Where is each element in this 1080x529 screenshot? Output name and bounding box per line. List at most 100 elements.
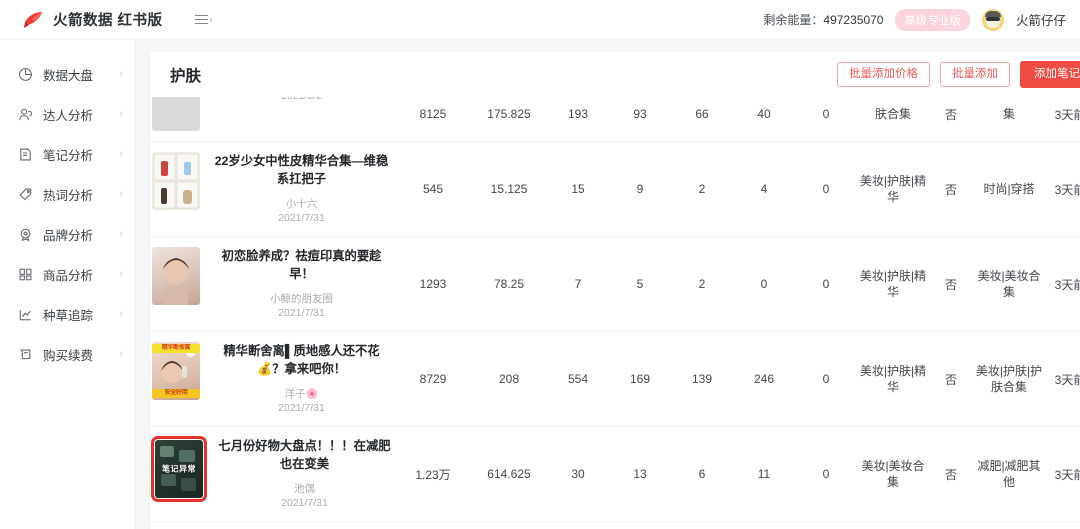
category-primary: 美妆|护肤|精华	[859, 268, 927, 300]
sidebar-item-label: 购买续费	[43, 348, 94, 363]
note-author: 洋子🌸	[284, 387, 319, 400]
sidebar-item-tracking[interactable]: 种草追踪 ›	[0, 294, 135, 334]
metric-7: 0	[822, 372, 830, 387]
metric-5: 66	[695, 107, 709, 121]
sidebar-item-dashboard[interactable]: 数据大盘 ›	[0, 54, 135, 94]
metric-7: 0	[795, 522, 857, 529]
note-thumbnail[interactable]: 笔记异常	[151, 436, 207, 503]
page-title: 护肤	[170, 67, 202, 85]
table-row[interactable]: 22岁少女中性皮精华合集—维稳系扛把子 小十六 2021/7/31 545 15…	[150, 142, 1080, 237]
sidebar-item-label: 笔记分析	[43, 148, 94, 163]
brand-seal-icon	[18, 227, 33, 242]
category-primary: 美妆|美妆合集	[861, 458, 925, 490]
metric-1: 1.23万	[415, 467, 451, 482]
chevron-right-icon: ›	[119, 187, 123, 200]
note-author: 小鲸的朋友圈	[270, 292, 333, 305]
table-row[interactable]: 快递拆箱 快递拆箱又来啦 有求必应版 少女总裁(决定减肥但是暂时不想动版) 20…	[150, 522, 1080, 529]
metric-2: 208	[498, 372, 520, 387]
sidebar-item-hot-words[interactable]: 热词分析 ›	[0, 174, 135, 214]
product-bar-icon	[18, 267, 33, 282]
sidebar-item-label: 品牌分析	[43, 228, 94, 243]
sidebar-item-product[interactable]: 商品分析 ›	[0, 254, 135, 294]
avatar[interactable]	[981, 8, 1004, 31]
flag-value: 否	[944, 182, 957, 197]
note-author: 池偶	[294, 482, 315, 495]
note-meta: 七月份好物大盘点！！！在减肥也在变美 池偶 2021/7/31	[216, 437, 393, 511]
note-cell[interactable]: 初恋脸养成？祛痘印真的要趁早！ 小鲸的朋友圈 2021/7/31	[150, 237, 395, 332]
table-row[interactable]: 初恋脸养成？祛痘印真的要趁早！ 小鲸的朋友圈 2021/7/31 1293 78…	[150, 237, 1080, 332]
category-secondary: 时尚|穿搭	[983, 181, 1035, 196]
category-secondary: 美妆|护肤|护肤合集	[975, 363, 1043, 395]
metric-5: 139	[691, 372, 713, 387]
chevron-right-icon: ›	[119, 147, 123, 160]
table-row[interactable]: 精华断舍离 安全好用 精华断舍离▌质地感人还不花💰？拿来吧你！ 洋子🌸 2021…	[150, 332, 1080, 427]
avatar-sunglasses-icon	[985, 16, 1000, 21]
note-thumbnail[interactable]	[152, 152, 200, 210]
metric-6: 246	[753, 372, 775, 387]
note-cell[interactable]: 养生变美 妮可兔几 2021/8/2	[150, 97, 395, 142]
sidebar-item-label: 数据大盘	[43, 68, 94, 83]
hamburger-collapse-icon[interactable]: ‹	[194, 15, 213, 25]
note-thumbnail[interactable]: 养生变美	[152, 97, 200, 131]
user-name[interactable]: 火箭仔仔	[1015, 14, 1066, 28]
sidebar-item-brand[interactable]: 品牌分析 ›	[0, 214, 135, 254]
metric-4: 9	[636, 182, 644, 197]
notes-table-scroll[interactable]: 养生变美 妮可兔几 2021/8/2 8125	[150, 97, 1080, 529]
metric-3: 30	[571, 467, 585, 482]
hot-word-tag-icon	[18, 187, 33, 202]
chevron-right-icon: ›	[119, 107, 123, 120]
category-primary: 美妆|护肤|精华	[859, 173, 927, 205]
note-title: 精华断舍离▌质地感人还不花💰？拿来吧你！	[223, 344, 380, 376]
metric-1: 8729	[419, 372, 447, 387]
top-bar: 火箭数据 红书版 ‹ 剩余能量：497235070 高级专业版 火箭仔仔	[0, 0, 1080, 40]
add-note-button[interactable]: 添加笔记	[1020, 60, 1080, 89]
header-actions: 批量添加价格 批量添加 添加笔记	[837, 60, 1080, 89]
metric-4: 275	[609, 522, 671, 529]
metric-1: 545	[422, 182, 444, 197]
energy-display: 剩余能量：497235070	[763, 11, 883, 28]
metric-4: 13	[633, 467, 647, 482]
metric-6: 122	[733, 522, 795, 529]
notes-card: 护肤 批量添加价格 批量添加 添加笔记	[150, 52, 1080, 529]
category-secondary: 减肥|减肥其他	[977, 458, 1041, 490]
sidebar-item-label: 达人分析	[43, 108, 94, 123]
note-date: 2021/7/31	[281, 497, 328, 510]
note-title: 七月份好物大盘点！！！在减肥也在变美	[218, 439, 391, 471]
metric-2: 262.875	[471, 522, 547, 529]
category-primary	[857, 522, 929, 529]
batch-add-price-button[interactable]: 批量添加价格	[837, 61, 930, 88]
batch-add-button[interactable]: 批量添加	[940, 61, 1010, 88]
influencer-people-icon	[18, 107, 33, 122]
note-thumbnail[interactable]	[152, 247, 200, 306]
rocket-icon	[22, 10, 44, 30]
sidebar: 数据大盘 › 达人分析 › 笔记分析 ›	[0, 40, 136, 529]
table-row[interactable]: 养生变美 妮可兔几 2021/8/2 8125	[150, 97, 1080, 142]
note-cell[interactable]: 22岁少女中性皮精华合集—维稳系扛把子 小十六 2021/7/31	[150, 142, 395, 237]
brand-logo-group[interactable]: 火箭数据 红书版	[0, 9, 163, 30]
metric-3: 193	[567, 107, 589, 121]
table-row[interactable]: 笔记异常 七月份好物大盘点！！！在减肥也在变美 池偶 2021/7/31	[150, 427, 1080, 522]
category-primary: 肤合集	[874, 106, 911, 121]
updated-time: 3天前	[1054, 107, 1080, 122]
metric-5: 95	[671, 522, 733, 529]
sidebar-item-influencer[interactable]: 达人分析 ›	[0, 94, 135, 134]
chevron-right-icon: ›	[119, 347, 123, 360]
category-secondary: 美妆|美妆合集	[977, 268, 1041, 300]
sidebar-item-note-analysis[interactable]: 笔记分析 ›	[0, 134, 135, 174]
metric-3: 7	[574, 277, 582, 292]
note-meta: 妮可兔几 2021/8/2	[210, 97, 393, 103]
note-author: 小十六	[285, 197, 318, 210]
thumbnail-status-overlay: 笔记异常	[162, 464, 196, 474]
metric-3: 554	[567, 372, 589, 387]
pro-badge[interactable]: 高级专业版	[895, 8, 970, 31]
note-thumbnail[interactable]: 精华断舍离 安全好用	[152, 342, 200, 401]
note-cell[interactable]: 笔记异常 七月份好物大盘点！！！在减肥也在变美 池偶 2021/7/31	[150, 427, 395, 522]
avatar-hair	[984, 10, 1001, 17]
sidebar-item-purchase[interactable]: 购买续费 ›	[0, 334, 135, 374]
note-cell[interactable]: 快递拆箱 快递拆箱又来啦 有求必应版 少女总裁(决定减肥但是暂时不想动版) 20…	[150, 522, 395, 529]
metric-4: 93	[633, 107, 647, 121]
note-meta: 精华断舍离▌质地感人还不花💰？拿来吧你！ 洋子🌸 2021/7/31	[210, 342, 393, 416]
category-secondary: 美妆|彩妆|底妆	[973, 522, 1045, 529]
note-cell[interactable]: 精华断舍离 安全好用 精华断舍离▌质地感人还不花💰？拿来吧你！ 洋子🌸 2021…	[150, 332, 395, 427]
